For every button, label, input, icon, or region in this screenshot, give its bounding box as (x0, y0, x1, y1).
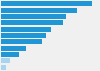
Bar (0, 20, 63, 25)
Bar (0, 46, 26, 51)
Bar (0, 14, 66, 19)
Bar (0, 8, 77, 13)
Bar (0, 27, 51, 32)
Bar (0, 52, 19, 57)
Bar (0, 65, 6, 70)
Bar (0, 1, 92, 6)
Bar (0, 58, 10, 63)
Bar (0, 39, 42, 44)
Bar (0, 33, 46, 38)
